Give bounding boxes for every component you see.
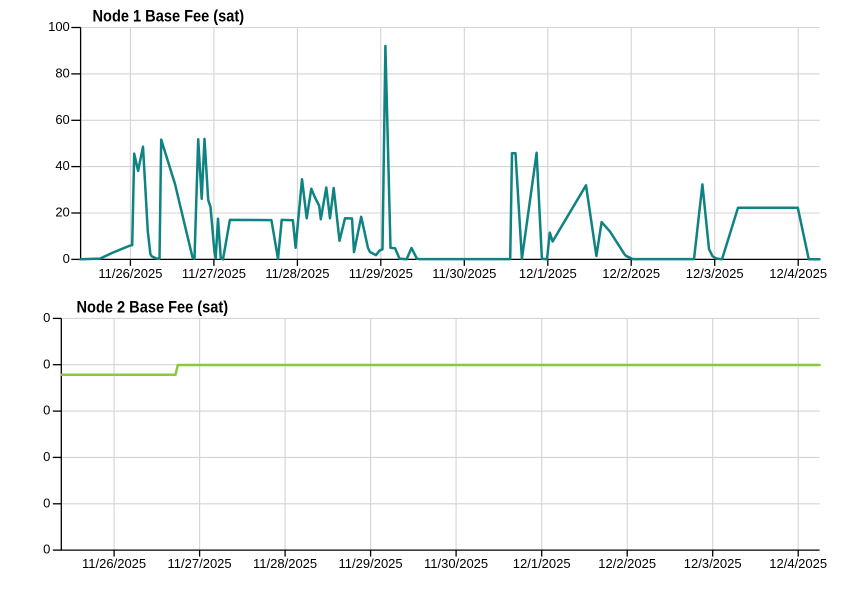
svg-text:11/29/2025: 11/29/2025 bbox=[349, 266, 413, 281]
svg-text:0: 0 bbox=[43, 356, 50, 371]
svg-text:100: 100 bbox=[48, 19, 70, 34]
svg-text:12/4/2025: 12/4/2025 bbox=[769, 556, 827, 571]
svg-text:11/26/2025: 11/26/2025 bbox=[98, 266, 162, 281]
svg-text:0: 0 bbox=[43, 542, 50, 557]
svg-text:12/2/2025: 12/2/2025 bbox=[602, 266, 660, 281]
svg-text:20: 20 bbox=[55, 205, 69, 220]
svg-text:12/3/2025: 12/3/2025 bbox=[686, 266, 744, 281]
svg-text:12/4/2025: 12/4/2025 bbox=[769, 266, 827, 281]
svg-text:0: 0 bbox=[43, 310, 50, 325]
svg-text:11/27/2025: 11/27/2025 bbox=[182, 266, 246, 281]
svg-text:0: 0 bbox=[63, 251, 70, 266]
svg-text:11/27/2025: 11/27/2025 bbox=[168, 556, 232, 571]
svg-text:12/3/2025: 12/3/2025 bbox=[684, 556, 742, 571]
svg-text:Node 2 Base Fee (sat): Node 2 Base Fee (sat) bbox=[77, 298, 229, 316]
svg-text:11/26/2025: 11/26/2025 bbox=[82, 556, 146, 571]
svg-text:60: 60 bbox=[55, 112, 69, 127]
svg-text:12/1/2025: 12/1/2025 bbox=[513, 556, 571, 571]
svg-text:11/28/2025: 11/28/2025 bbox=[265, 266, 329, 281]
svg-text:12/1/2025: 12/1/2025 bbox=[519, 266, 577, 281]
svg-text:0: 0 bbox=[43, 495, 50, 510]
svg-text:11/28/2025: 11/28/2025 bbox=[253, 556, 317, 571]
svg-text:40: 40 bbox=[55, 158, 69, 173]
svg-text:11/30/2025: 11/30/2025 bbox=[424, 556, 488, 571]
svg-text:0: 0 bbox=[43, 403, 50, 418]
svg-text:Node 1 Base Fee (sat): Node 1 Base Fee (sat) bbox=[93, 7, 245, 25]
svg-text:0: 0 bbox=[43, 449, 50, 464]
svg-text:12/2/2025: 12/2/2025 bbox=[598, 556, 656, 571]
svg-text:11/30/2025: 11/30/2025 bbox=[432, 266, 496, 281]
svg-text:11/29/2025: 11/29/2025 bbox=[339, 556, 403, 571]
svg-text:80: 80 bbox=[55, 66, 69, 81]
